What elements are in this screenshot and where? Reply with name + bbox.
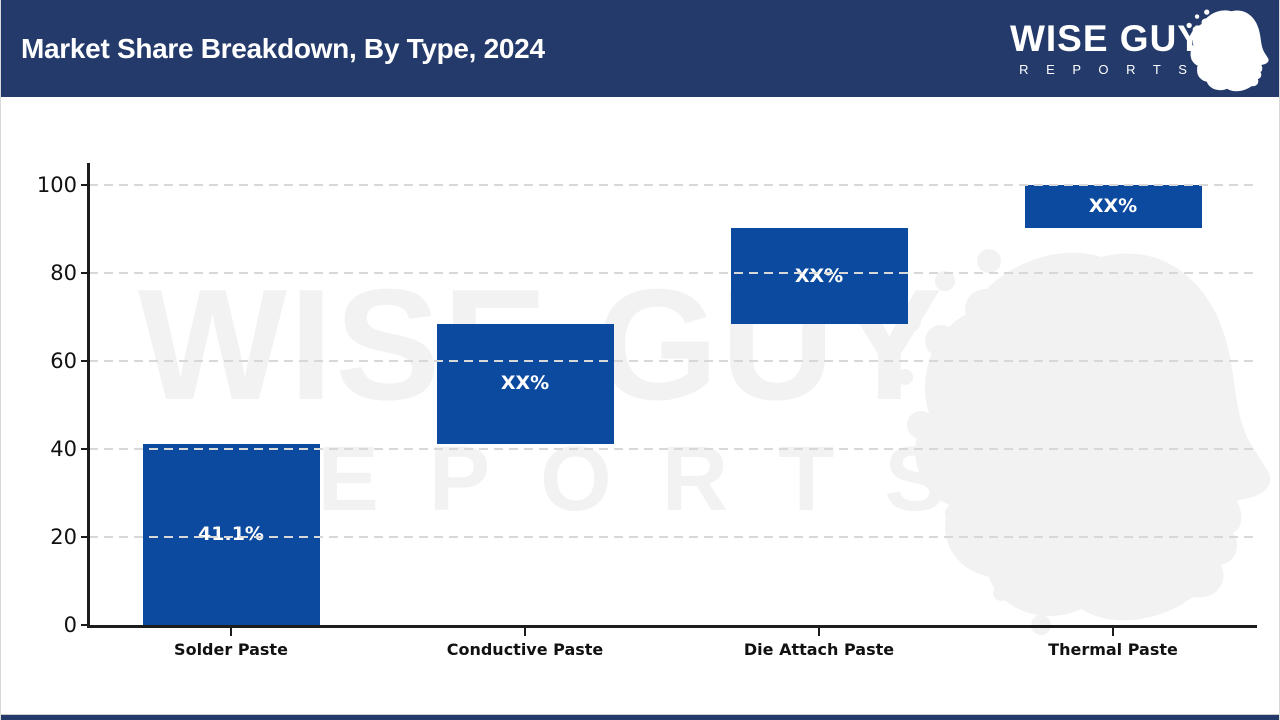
y-tick-label-80: 80 (50, 261, 77, 285)
x-axis-line (87, 625, 1257, 628)
gridline-60 (89, 360, 1257, 362)
y-tick-mark-0 (81, 624, 89, 626)
watermark-subtitle: REPORTS (201, 428, 996, 530)
bar-value-label: XX% (1088, 195, 1138, 217)
footer-bar (1, 715, 1279, 720)
logo-head-icon (1186, 9, 1269, 92)
footer-divider (1, 714, 1279, 715)
logo-subtitle: R E P O R T S (1019, 62, 1194, 77)
x-tick-mark (230, 628, 232, 636)
bar-segment (730, 228, 908, 325)
y-tick-mark-100 (81, 184, 89, 186)
x-tick-label: Die Attach Paste (743, 640, 895, 659)
gridline-40 (89, 448, 1257, 450)
bar-segment (436, 324, 614, 445)
y-tick-label-100: 100 (36, 173, 77, 197)
bar-segment (1024, 185, 1202, 229)
x-tick-mark (524, 628, 526, 636)
gridline-20 (89, 536, 1257, 538)
y-axis-line (87, 163, 90, 628)
gridline-100 (89, 184, 1257, 186)
y-tick-label-60: 60 (50, 349, 77, 373)
x-tick-mark (1112, 628, 1114, 636)
watermark-head-icon (897, 249, 1271, 635)
x-tick-label: Thermal Paste (1048, 640, 1178, 659)
chart-area: WISE GUY REPORTS 0 20 40 60 80 100 41.1% Solder… (1, 97, 1279, 715)
bar-value-label: XX% (794, 265, 844, 288)
header-bar: Market Share Breakdown, By Type, 2024 WI… (1, 0, 1279, 97)
y-tick-mark-20 (81, 536, 89, 538)
y-tick-label-0: 0 (63, 613, 77, 637)
logo-wordmark: WISE GUY (1009, 18, 1203, 59)
brand-logo-text: WISE GUY R E P O R T S (1009, 18, 1203, 78)
gridline-80 (89, 272, 1257, 274)
x-tick-mark (818, 628, 820, 636)
page-title: Market Share Breakdown, By Type, 2024 (21, 32, 545, 64)
y-tick-mark-40 (81, 448, 89, 450)
x-tick-label: Conductive Paste (446, 640, 604, 659)
brand-logo: WISE GUY R E P O R T S (1009, 4, 1271, 94)
y-tick-label-20: 20 (50, 525, 77, 549)
x-tick-label: Solder Paste (174, 640, 288, 659)
bar-segment (142, 444, 320, 625)
y-tick-mark-80 (81, 272, 89, 274)
bar-value-label: 41.1% (198, 523, 264, 546)
bar-value-label: XX% (500, 372, 550, 395)
y-tick-mark-60 (81, 360, 89, 362)
y-tick-label-40: 40 (50, 437, 77, 461)
